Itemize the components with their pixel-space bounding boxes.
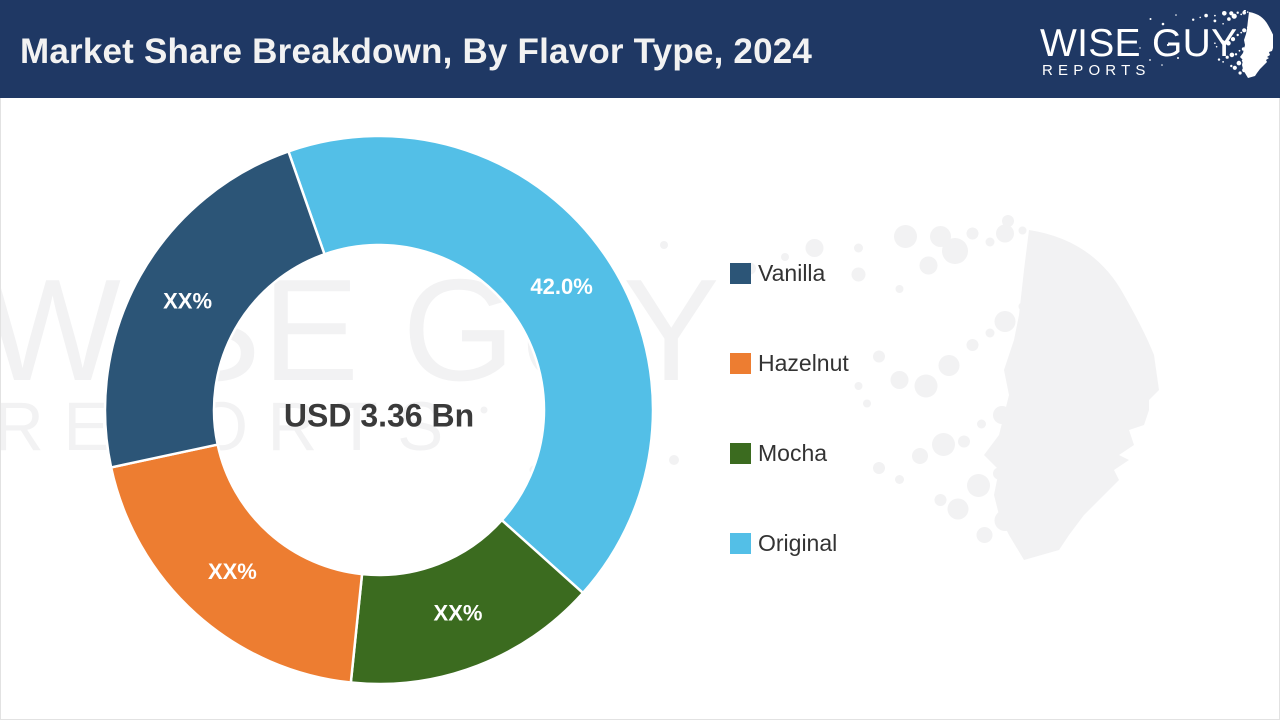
svg-text:Original: Original <box>758 530 837 556</box>
svg-text:Mocha: Mocha <box>758 440 827 466</box>
svg-text:42.0%: 42.0% <box>530 274 592 299</box>
svg-text:XX%: XX% <box>208 559 257 584</box>
svg-text:REPORTS: REPORTS <box>1042 62 1151 79</box>
svg-text:Vanilla: Vanilla <box>758 260 826 286</box>
svg-text:USD 3.36 Bn: USD 3.36 Bn <box>284 397 474 433</box>
svg-text:Hazelnut: Hazelnut <box>758 350 849 376</box>
svg-text:WISE GUY: WISE GUY <box>1040 22 1237 65</box>
svg-text:XX%: XX% <box>434 601 483 626</box>
svg-text:XX%: XX% <box>163 288 212 313</box>
